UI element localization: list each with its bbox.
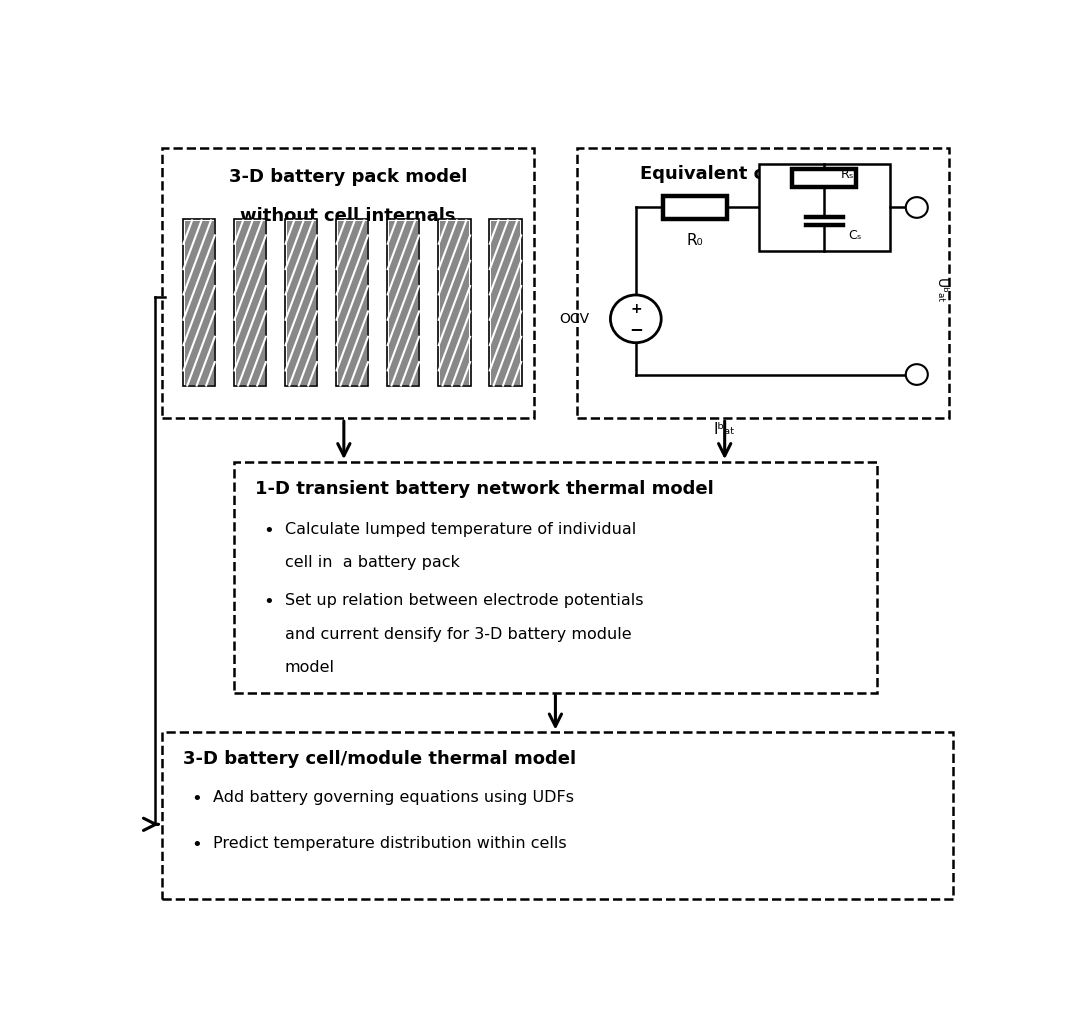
- Text: 1-D transient battery network thermal model: 1-D transient battery network thermal mo…: [256, 479, 714, 498]
- Circle shape: [905, 365, 928, 385]
- Text: Predict temperature distribution within cells: Predict temperature distribution within …: [213, 836, 567, 851]
- Bar: [438, 219, 471, 386]
- Bar: [759, 163, 890, 251]
- Bar: [234, 462, 877, 693]
- Bar: [234, 219, 266, 386]
- Bar: [185, 221, 214, 385]
- Text: +: +: [630, 303, 642, 316]
- Bar: [489, 219, 522, 386]
- Bar: [440, 221, 468, 385]
- Bar: [663, 196, 727, 219]
- Text: •: •: [263, 522, 274, 539]
- Bar: [388, 219, 419, 386]
- Text: Uᵇₐₜ: Uᵇₐₜ: [934, 278, 948, 304]
- Bar: [336, 219, 368, 386]
- Text: and current densify for 3-D battery module: and current densify for 3-D battery modu…: [285, 627, 631, 641]
- Bar: [162, 732, 953, 900]
- Bar: [183, 219, 215, 386]
- Bar: [285, 219, 318, 386]
- Text: 3-D battery pack model: 3-D battery pack model: [229, 167, 467, 186]
- Bar: [577, 148, 949, 418]
- Bar: [162, 148, 534, 418]
- Text: •: •: [191, 789, 202, 808]
- Text: •: •: [263, 593, 274, 612]
- Text: −: −: [629, 320, 643, 338]
- Bar: [337, 221, 367, 385]
- Text: Calculate lumped temperature of individual: Calculate lumped temperature of individu…: [285, 522, 636, 537]
- Text: 3-D battery cell/module thermal model: 3-D battery cell/module thermal model: [183, 750, 577, 768]
- Text: •: •: [191, 836, 202, 854]
- Text: cell in  a battery pack: cell in a battery pack: [285, 555, 460, 570]
- Text: Set up relation between electrode potentials: Set up relation between electrode potent…: [285, 593, 643, 608]
- Circle shape: [905, 197, 928, 218]
- Text: OCV: OCV: [559, 312, 590, 325]
- Text: Equivalent circuit model: Equivalent circuit model: [640, 165, 886, 183]
- Text: Rₛ: Rₛ: [841, 168, 854, 182]
- Bar: [491, 221, 520, 385]
- Text: Add battery governing equations using UDFs: Add battery governing equations using UD…: [213, 789, 573, 805]
- Bar: [287, 221, 316, 385]
- Text: without cell internals: without cell internals: [240, 208, 455, 225]
- Text: model: model: [285, 660, 334, 676]
- Text: Iᵇₐₜ: Iᵇₐₜ: [714, 422, 736, 437]
- Circle shape: [610, 295, 662, 343]
- Bar: [236, 221, 264, 385]
- Bar: [389, 221, 418, 385]
- Bar: [793, 169, 856, 187]
- Text: Cₛ: Cₛ: [847, 229, 862, 242]
- Text: R₀: R₀: [687, 232, 703, 248]
